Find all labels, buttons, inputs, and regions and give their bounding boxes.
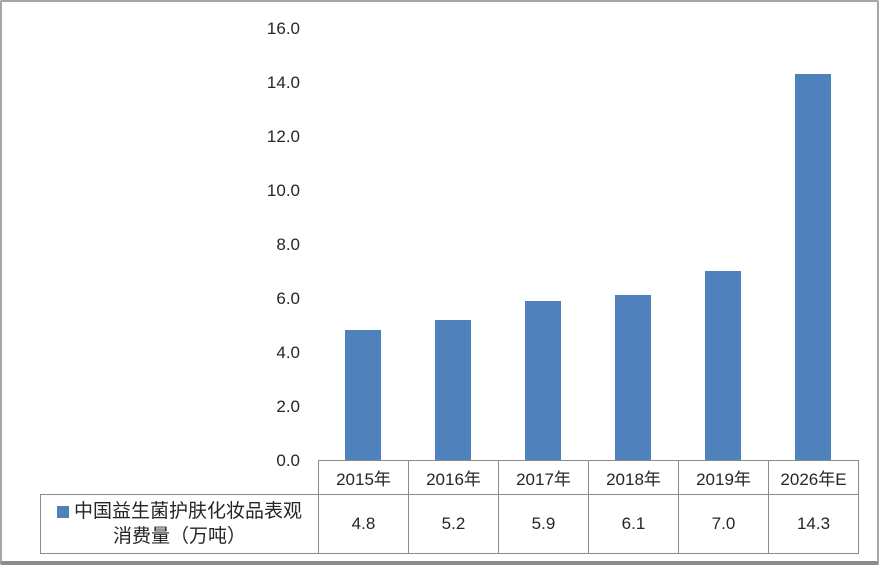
legend-row-1: 中国益生菌护肤化妆品表观 xyxy=(56,499,302,524)
y-tick-label: 10.0 xyxy=(266,180,300,200)
legend-label-line2: 消费量（万吨） xyxy=(112,526,246,547)
bar-2015年 xyxy=(345,330,381,460)
y-tick-label: 0.0 xyxy=(276,450,300,470)
bar-2026年E xyxy=(795,73,831,460)
value-cell-2018年: 6.1 xyxy=(588,494,679,554)
y-tick-label: 6.0 xyxy=(276,288,300,308)
y-tick-label: 2.0 xyxy=(276,396,300,416)
category-cell-2019年: 2019年 xyxy=(678,460,769,495)
y-tick-label: 14.0 xyxy=(266,72,300,92)
category-cell-2018年: 2018年 xyxy=(588,460,679,495)
value-cell-2026年E: 14.3 xyxy=(768,494,859,554)
y-tick-label: 12.0 xyxy=(266,126,300,146)
value-cell-2016年: 5.2 xyxy=(408,494,499,554)
category-cell-2017年: 2017年 xyxy=(498,460,589,495)
y-tick-label: 16.0 xyxy=(266,18,300,38)
category-cell-2016年: 2016年 xyxy=(408,460,499,495)
bar-2016年 xyxy=(435,319,471,460)
bar-2017年 xyxy=(525,300,561,460)
legend-label-line1: 中国益生菌护肤化妆品表观 xyxy=(73,501,302,522)
value-cell-2017年: 5.9 xyxy=(498,494,589,554)
value-cell-2015年: 4.8 xyxy=(318,494,409,554)
y-tick-label: 4.0 xyxy=(276,342,300,362)
legend-cell: 中国益生菌护肤化妆品表观 消费量（万吨） xyxy=(40,494,319,554)
plot-area xyxy=(318,28,858,460)
y-tick-label: 8.0 xyxy=(276,234,300,254)
value-cell-2019年: 7.0 xyxy=(678,494,769,554)
series-marker-square-icon xyxy=(56,505,69,518)
category-cell-2015年: 2015年 xyxy=(318,460,409,495)
bar-2019年 xyxy=(705,271,741,460)
category-cell-2026年E: 2026年E xyxy=(768,460,859,495)
bar-2018年 xyxy=(615,295,651,460)
